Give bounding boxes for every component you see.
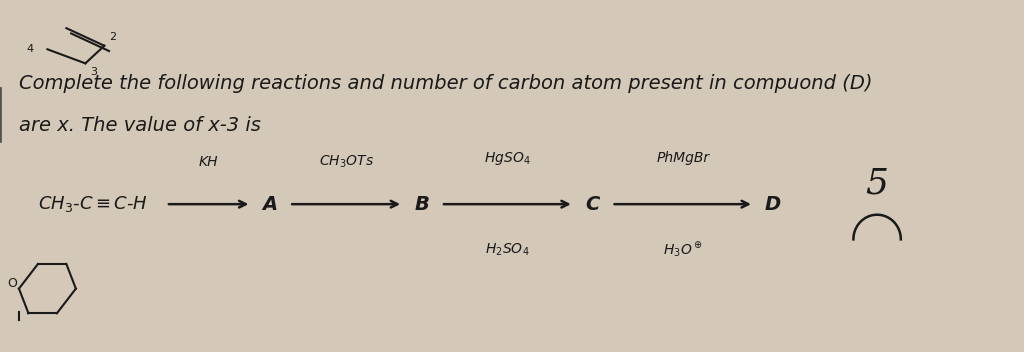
Text: H$_3$O$^\oplus$: H$_3$O$^\oplus$ — [664, 240, 702, 259]
Text: 4: 4 — [26, 44, 33, 54]
Text: 5: 5 — [865, 166, 889, 200]
Text: 2: 2 — [109, 32, 116, 42]
Text: A: A — [263, 195, 278, 214]
Text: H$_2$SO$_4$: H$_2$SO$_4$ — [485, 242, 529, 258]
Text: PhMgBr: PhMgBr — [656, 151, 710, 165]
Text: C: C — [586, 195, 600, 214]
Text: KH: KH — [199, 155, 218, 169]
Text: $CH_3$-C$\equiv$C-H: $CH_3$-C$\equiv$C-H — [38, 194, 147, 214]
Text: HgSO$_4$: HgSO$_4$ — [484, 150, 530, 167]
Text: O: O — [7, 277, 17, 290]
Text: CH$_3$OTs: CH$_3$OTs — [318, 154, 374, 170]
Text: 3: 3 — [90, 67, 97, 77]
Text: are x. The value of x-3 is: are x. The value of x-3 is — [19, 116, 261, 135]
Text: D: D — [765, 195, 781, 214]
Text: B: B — [415, 195, 429, 214]
Text: Complete the following reactions and number of carbon atom present in compuond (: Complete the following reactions and num… — [19, 74, 872, 93]
